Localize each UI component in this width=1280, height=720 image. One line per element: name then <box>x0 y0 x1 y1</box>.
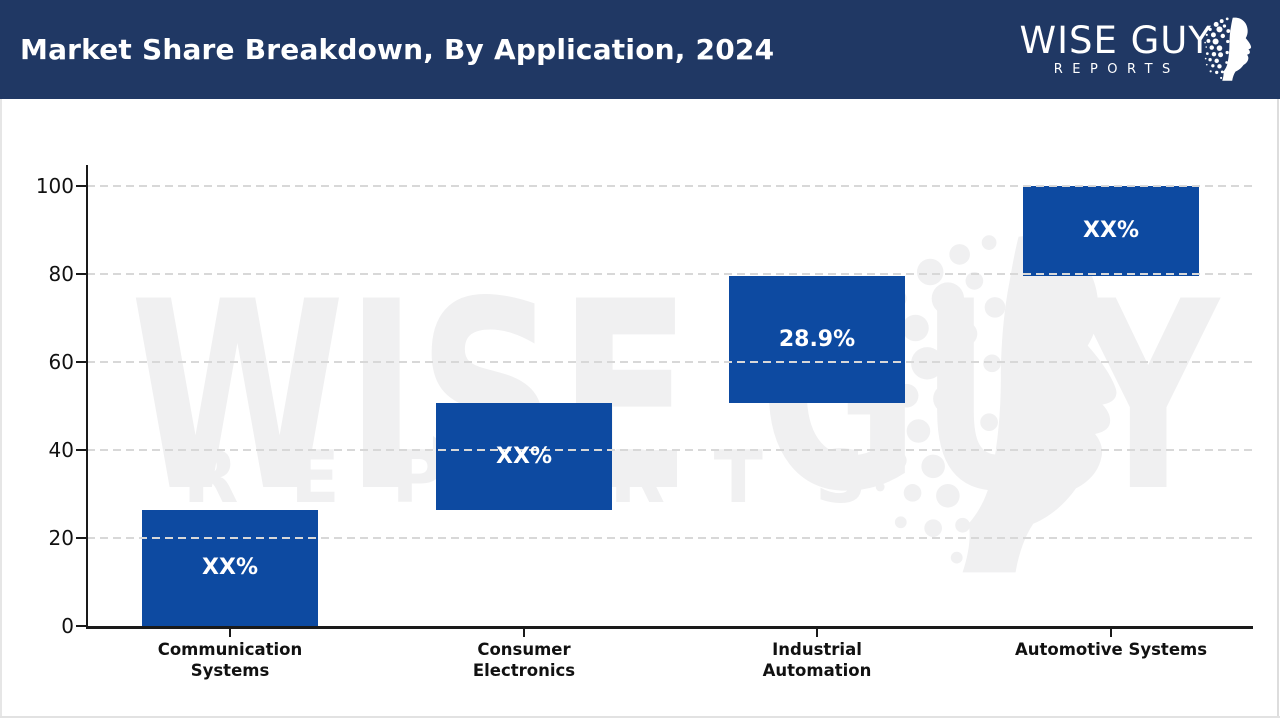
bar-value-label-consumer-electronics: XX% <box>496 443 552 469</box>
gridline-100 <box>87 185 1253 187</box>
y-tick-label-60: 60 <box>48 350 74 374</box>
bar-value-label-automotive-systems: XX% <box>1083 218 1139 244</box>
logo-subtext: REPORTS <box>1053 62 1180 77</box>
wise-guy-logo: WISE GUY REPORTS <box>1020 15 1262 84</box>
y-tick-100 <box>76 185 86 187</box>
y-tick-label-40: 40 <box>48 438 74 462</box>
x-tick-consumer-electronics <box>523 629 525 637</box>
logo-head-icon <box>1204 17 1252 81</box>
page-title: Market Share Breakdown, By Application, … <box>20 33 775 66</box>
x-category-label-line: Automotive Systems <box>1014 640 1208 659</box>
gridline-80 <box>87 273 1253 275</box>
y-tick-label-20: 20 <box>48 526 74 550</box>
x-tick-automotive-systems <box>1110 629 1112 637</box>
watermark-head-icon <box>866 235 1117 573</box>
y-tick-label-0: 0 <box>61 614 74 638</box>
bar-consumer-electronics <box>436 402 612 510</box>
logo-text: WISE GUY REPORTS <box>1020 22 1212 77</box>
y-tick-0 <box>76 625 86 627</box>
x-tick-industrial-automation <box>816 629 818 637</box>
x-category-label-industrial-automation: Industrial Automation <box>697 639 937 681</box>
watermark-subtext: REPORTS <box>183 435 919 519</box>
bar-value-label-communication-systems: XX% <box>202 555 258 581</box>
x-category-label-communication-systems: Communication Systems <box>110 639 350 681</box>
logo-wordmark: WISE GUY <box>1019 19 1212 62</box>
gridline-60 <box>87 361 1253 363</box>
y-tick-60 <box>76 361 86 363</box>
x-tick-communication-systems <box>229 629 231 637</box>
x-category-label-line: Industrial <box>772 640 862 659</box>
bar-industrial-automation <box>729 275 905 403</box>
page-edge-left <box>0 99 2 717</box>
x-axis-line <box>86 626 1253 629</box>
y-tick-label-100: 100 <box>35 174 74 198</box>
bar-automotive-systems <box>1023 186 1199 276</box>
x-category-label-line: Electronics <box>472 661 576 680</box>
x-category-label-consumer-electronics: Consumer Electronics <box>404 639 644 681</box>
y-tick-40 <box>76 449 86 451</box>
watermark-wordmark: WISE GUY <box>130 247 1219 549</box>
y-tick-20 <box>76 537 86 539</box>
y-axis-spine <box>86 165 88 629</box>
gridline-20 <box>87 537 1253 539</box>
bar-communication-systems <box>142 509 318 626</box>
x-category-label-line: Systems <box>190 661 270 680</box>
page-edge-right <box>1277 99 1279 717</box>
header-bar: Market Share Breakdown, By Application, … <box>0 0 1280 99</box>
x-category-label-line: Consumer <box>477 640 571 659</box>
gridline-40 <box>87 449 1253 451</box>
y-tick-label-80: 80 <box>48 262 74 286</box>
page-edge-bottom <box>0 716 1280 718</box>
bar-value-label-industrial-automation: 28.9% <box>778 326 856 352</box>
x-category-label-line: Communication <box>157 640 303 659</box>
x-category-label-line: Automation <box>762 661 872 680</box>
x-category-label-automotive-systems: Automotive Systems <box>991 639 1231 660</box>
y-tick-80 <box>76 273 86 275</box>
